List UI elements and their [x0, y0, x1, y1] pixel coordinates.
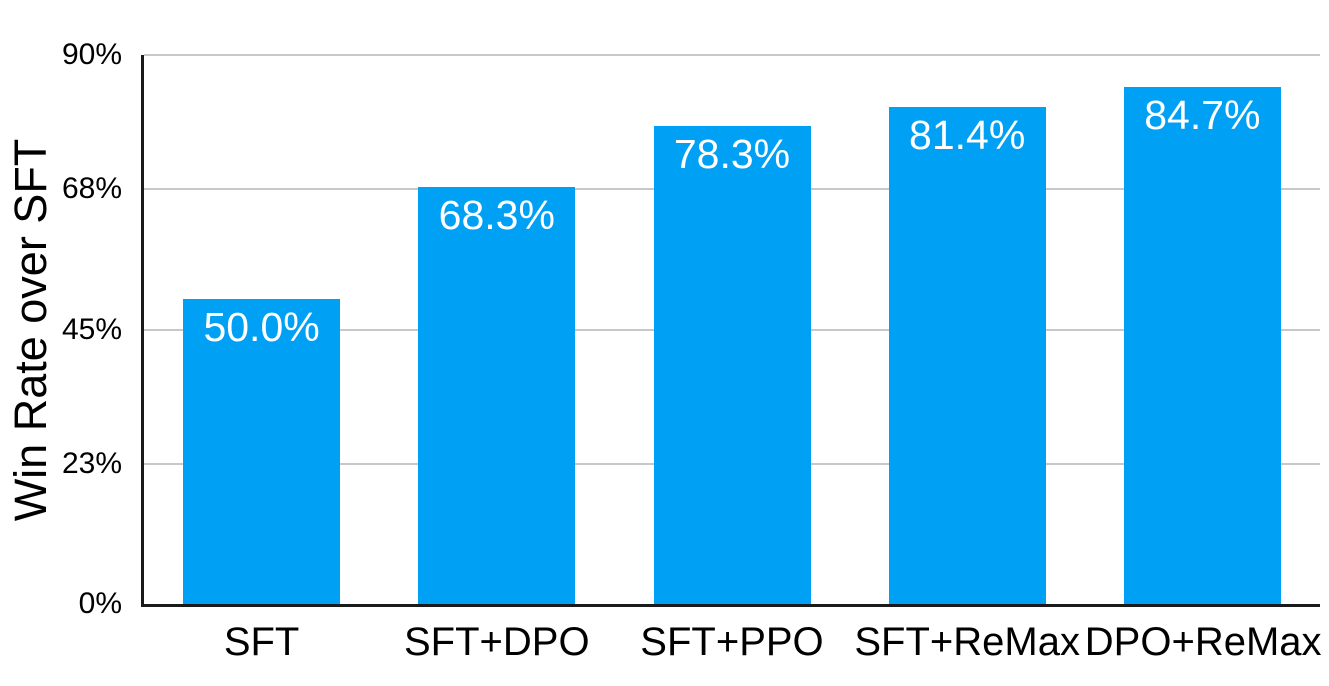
x-axis-line [141, 604, 1320, 607]
x-category-label: SFT [223, 620, 300, 664]
x-category-label: DPO+ReMax [1084, 620, 1322, 664]
y-tick-label: 23% [61, 446, 122, 480]
bar-value-label: 84.7% [1144, 92, 1261, 139]
x-category-label: SFT+DPO [403, 620, 590, 664]
bar-sft-ppo: 78.3% [653, 126, 811, 604]
bar-value-label: 78.3% [673, 131, 791, 178]
bar-sft-dpo: 68.3% [418, 187, 576, 604]
bar-sft-remax: 81.4% [888, 107, 1046, 604]
x-category-label: SFT+ReMax [854, 620, 1080, 664]
bar-value-label: 81.4% [909, 112, 1026, 159]
bar-value-label: 50.0% [203, 304, 320, 350]
y-tick-label: 0% [78, 587, 122, 620]
y-tick-label: 68% [61, 172, 122, 206]
y-axis-line [141, 55, 144, 607]
gridline [144, 54, 1320, 56]
bar-value-label: 68.3% [438, 192, 555, 239]
y-tick-label: 90% [61, 38, 122, 71]
x-category-label: SFT+PPO [640, 620, 824, 664]
bar-sft: 50.0% [183, 299, 341, 604]
y-tick-label: 45% [61, 312, 122, 346]
bar-dpo-remax: 84.7% [1123, 87, 1281, 604]
